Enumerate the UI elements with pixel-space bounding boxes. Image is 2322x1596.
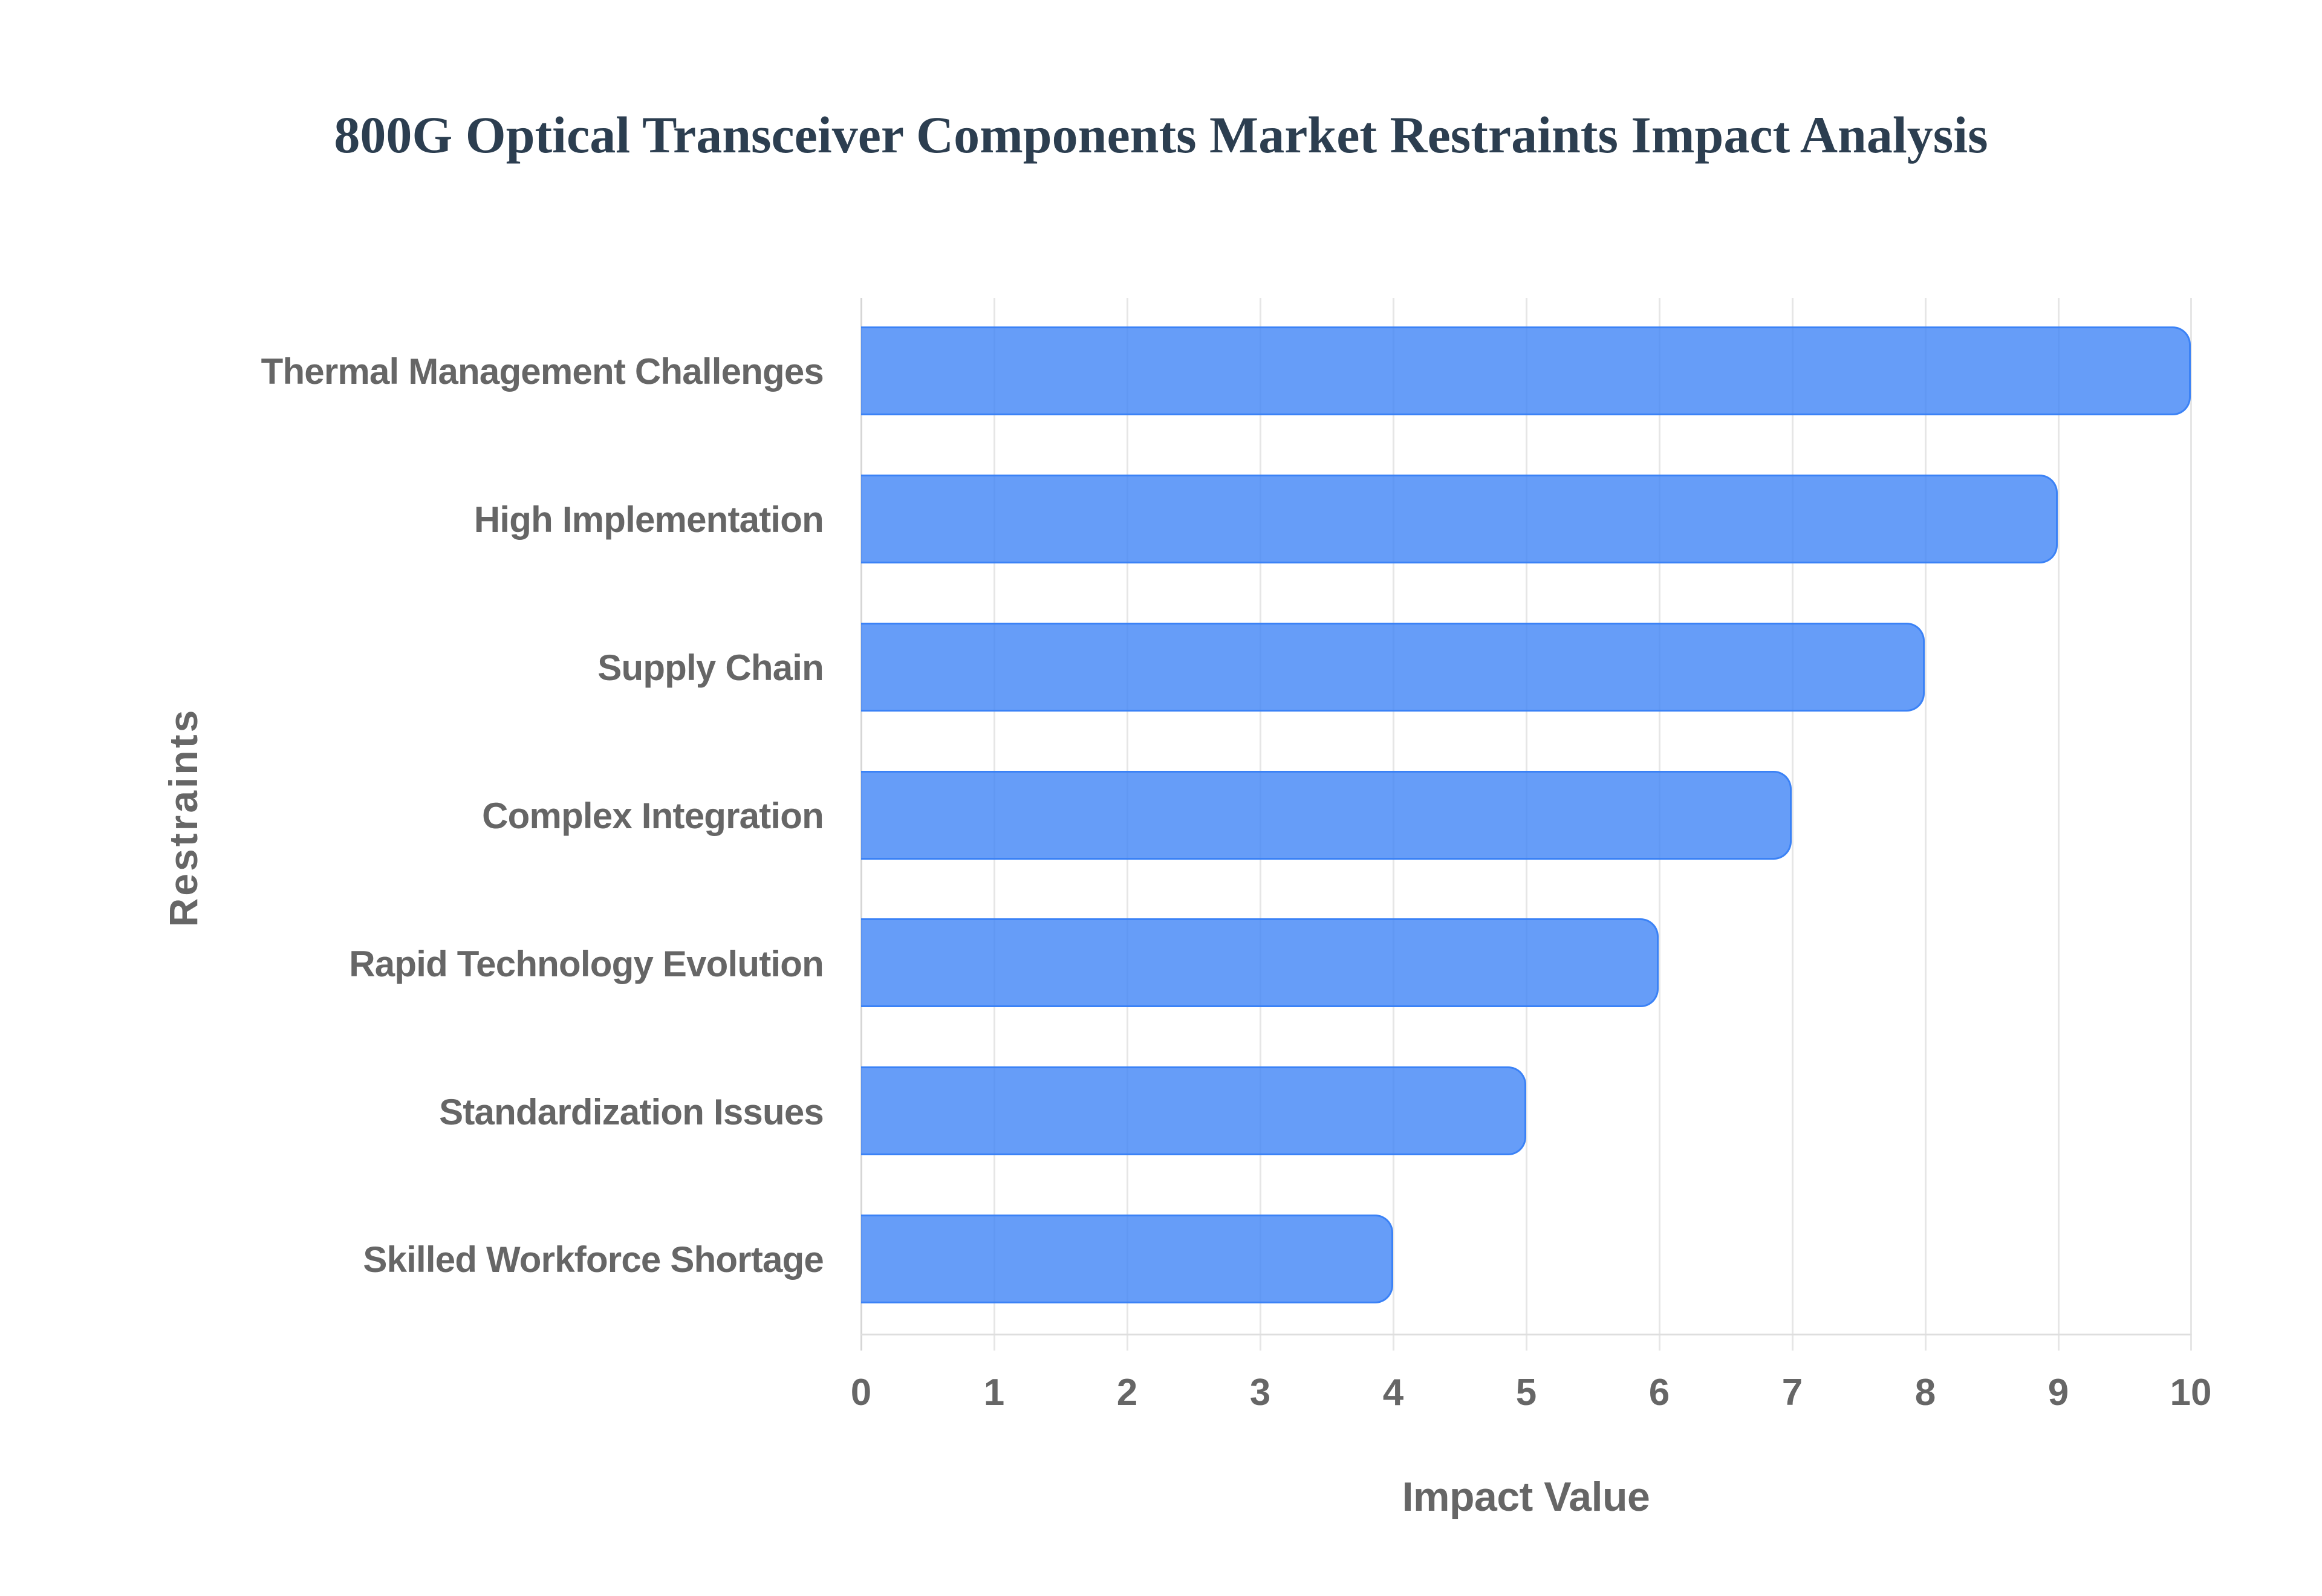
plot-area <box>860 298 2192 1351</box>
x-tick-label: 1 <box>983 1372 1005 1413</box>
y-tick-label: Thermal Management Challenges <box>261 351 824 392</box>
x-tick-label: 10 <box>2170 1372 2212 1413</box>
bar-thermal-management-challenges[interactable] <box>861 326 2191 415</box>
x-tick-label: 4 <box>1382 1372 1404 1413</box>
x-tick-label: 5 <box>1515 1372 1537 1413</box>
x-tick-label: 2 <box>1116 1372 1138 1413</box>
x-tick-label: 0 <box>850 1372 872 1413</box>
bar-standardization-issues[interactable] <box>861 1066 1526 1155</box>
y-tick-label: Supply Chain <box>597 647 824 688</box>
gridline-9 <box>2058 298 2060 1351</box>
bar-rapid-technology-evolution[interactable] <box>861 918 1659 1007</box>
y-tick-label: Complex Integration <box>482 796 824 836</box>
x-axis-title: Impact Value <box>1402 1474 1650 1520</box>
y-tick-label: Skilled Workforce Shortage <box>363 1239 824 1280</box>
gridline-8 <box>1925 298 1927 1351</box>
bar-skilled-workforce-shortage[interactable] <box>861 1215 1393 1303</box>
x-tick-label: 6 <box>1648 1372 1670 1413</box>
bar-supply-chain[interactable] <box>861 623 1925 712</box>
chart-title: 800G Optical Transceiver Components Mark… <box>334 106 1988 164</box>
x-tick-label: 8 <box>1914 1372 1936 1413</box>
x-tick-label: 9 <box>2047 1372 2069 1413</box>
bar-complex-integration[interactable] <box>861 771 1792 860</box>
y-tick-label: Rapid Technology Evolution <box>349 944 824 984</box>
bar-high-implementation[interactable] <box>861 475 2058 563</box>
gridline-10 <box>2190 298 2192 1351</box>
x-tick-label: 7 <box>1781 1372 1803 1413</box>
gridline-7 <box>1792 298 1794 1351</box>
x-axis-line <box>861 1334 2191 1335</box>
y-tick-label: Standardization Issues <box>439 1092 824 1132</box>
y-tick-label: High Implementation <box>473 499 824 540</box>
x-tick-label: 3 <box>1249 1372 1271 1413</box>
